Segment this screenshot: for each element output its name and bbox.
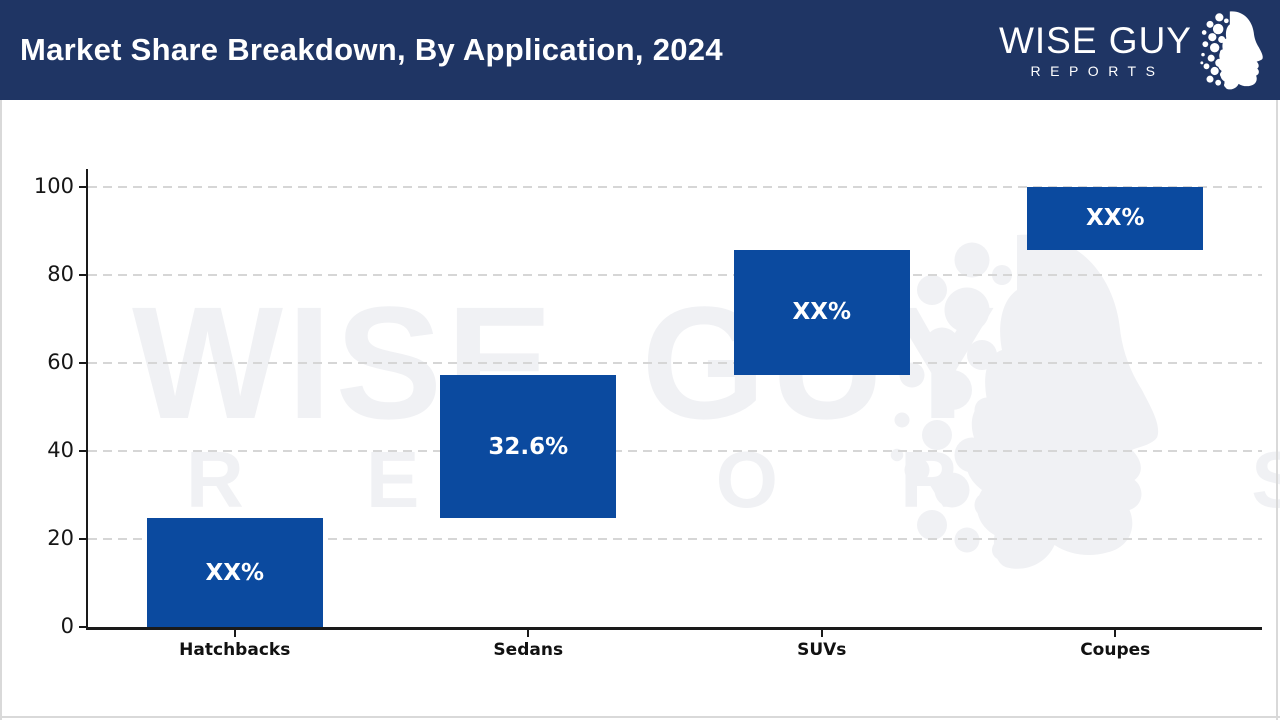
header-bar: Market Share Breakdown, By Application, … [0, 0, 1280, 100]
y-axis-tick-label: 100 [33, 174, 74, 198]
bar-hatchbacks: XX% [146, 518, 323, 627]
bar-suvs: XX% [733, 249, 910, 375]
x-axis-label-suvs: SUVs [797, 640, 847, 660]
frame-right [1276, 100, 1278, 720]
frame-left [0, 100, 2, 720]
x-tickmark-suvs [820, 630, 823, 637]
bar-value-label: XX% [792, 299, 851, 326]
bar-coupes: XX% [1027, 187, 1204, 250]
logo-wordmark: WISE GUY [998, 20, 1192, 61]
x-tickmark-coupes [1114, 630, 1117, 637]
x-axis-label-coupes: Coupes [1080, 640, 1151, 660]
bar-value-label: XX% [205, 559, 264, 586]
y-tickmark-0 [79, 626, 86, 628]
y-tickmark-100 [79, 186, 86, 188]
frame-bottom [0, 716, 1280, 718]
gridline-80 [88, 274, 1262, 276]
x-tickmark-sedans [527, 630, 530, 637]
y-tickmark-80 [79, 274, 86, 276]
bar-sedans: 32.6% [440, 374, 617, 519]
y-axis-spine [86, 169, 88, 630]
x-axis-spine [86, 627, 1262, 630]
x-axis-label-sedans: Sedans [493, 640, 564, 660]
y-axis-tick-label: 60 [47, 350, 74, 374]
gridline-60 [88, 362, 1262, 364]
y-axis-tick-label: 40 [47, 438, 74, 462]
y-tickmark-40 [79, 450, 86, 452]
y-axis-tick-label: 0 [60, 614, 74, 638]
y-axis-tick-label: 20 [47, 526, 74, 550]
logo-subtext: REPORTS [1030, 63, 1165, 79]
y-axis-tick-label: 80 [47, 262, 74, 286]
gridline-100 [88, 186, 1262, 188]
gridline-20 [88, 538, 1262, 540]
page-title: Market Share Breakdown, By Application, … [20, 32, 723, 67]
x-tickmark-hatchbacks [233, 630, 236, 637]
x-axis-label-hatchbacks: Hatchbacks [179, 640, 291, 660]
bar-value-label: XX% [1085, 205, 1145, 232]
y-tickmark-20 [79, 538, 86, 540]
logo-text: WISE GUY REPORTS [999, 22, 1192, 78]
y-tickmark-60 [79, 362, 86, 364]
bar-value-label: 32.6% [488, 433, 569, 460]
gridline-40 [88, 450, 1262, 452]
wise-guy-reports-logo: WISE GUY REPORTS [999, 6, 1266, 94]
